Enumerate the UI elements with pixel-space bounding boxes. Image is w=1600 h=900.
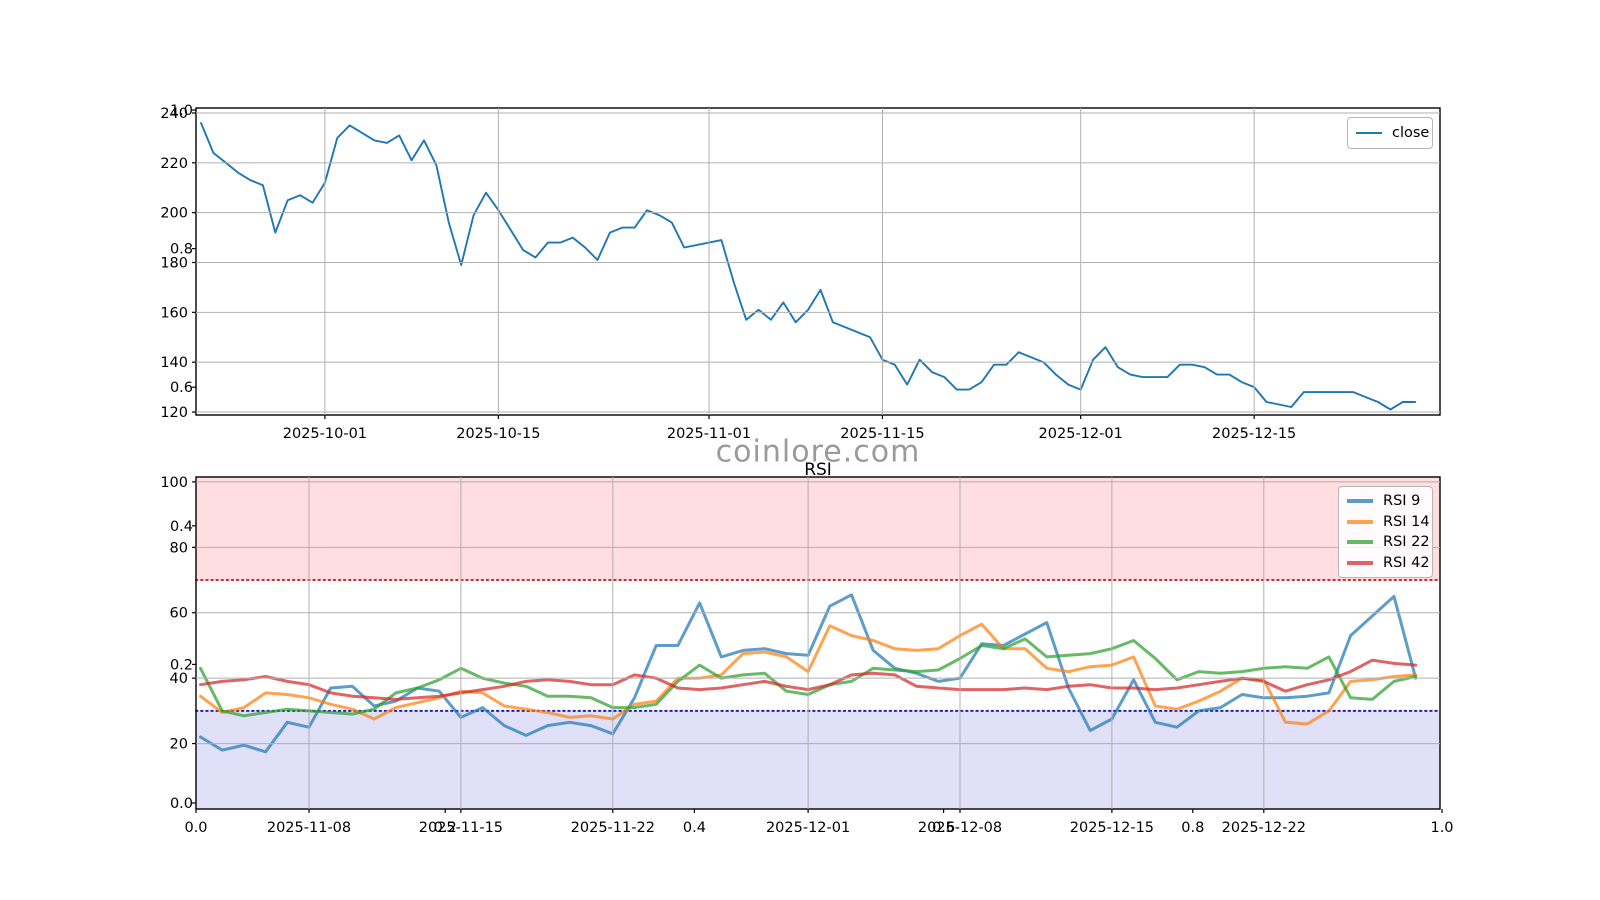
price-panel: [195, 107, 1441, 416]
legend-label-rsi42: RSI 42: [1383, 554, 1430, 571]
svg-text:0.8: 0.8: [170, 242, 193, 258]
legend-label-rsi14: RSI 14: [1383, 513, 1430, 530]
price-panel-spines: [195, 107, 1441, 416]
svg-text:80: 80: [170, 540, 188, 556]
svg-text:140: 140: [160, 355, 188, 371]
svg-text:0.6: 0.6: [932, 820, 955, 836]
legend-item-rsi9: RSI 9: [1347, 491, 1424, 512]
svg-text:2025-10-01: 2025-10-01: [283, 426, 367, 442]
svg-text:2025-11-15: 2025-11-15: [840, 426, 924, 442]
svg-text:2025-12-15: 2025-12-15: [1212, 426, 1296, 442]
rsi14-line-swatch: [1347, 519, 1373, 524]
svg-text:2025-10-15: 2025-10-15: [456, 426, 540, 442]
svg-text:240: 240: [160, 106, 188, 122]
svg-text:0.0: 0.0: [170, 796, 193, 812]
svg-text:20: 20: [170, 737, 188, 753]
svg-text:0.2: 0.2: [434, 820, 457, 836]
legend-item-rsi22: RSI 22: [1347, 532, 1430, 553]
svg-text:0.0: 0.0: [184, 820, 207, 836]
overbought-band: [196, 477, 1440, 581]
svg-text:2025-11-08: 2025-11-08: [267, 820, 351, 836]
svg-text:0.4: 0.4: [170, 519, 193, 535]
svg-text:2025-12-08: 2025-12-08: [918, 820, 1002, 836]
rsi-legend: RSI 9 RSI 14 RSI 22 RSI 42: [1338, 486, 1433, 578]
svg-text:60: 60: [170, 606, 188, 622]
legend-label-close: close: [1392, 124, 1430, 141]
svg-text:2025-12-22: 2025-12-22: [1222, 820, 1306, 836]
rsi-panel-tick-labels: 100 80 60 40 20 2025-11-08 2025-11-15 2025-11-2…: [160, 475, 1306, 836]
svg-text:220: 220: [160, 156, 188, 172]
svg-text:0.6: 0.6: [170, 380, 193, 396]
price-legend: close: [1347, 117, 1433, 149]
svg-text:0.2: 0.2: [170, 657, 193, 673]
rsi-panel-gridlines: [196, 477, 1440, 809]
legend-item-rsi42: RSI 42: [1347, 553, 1430, 574]
svg-text:0.4: 0.4: [683, 820, 706, 836]
legend-item-close: close: [1356, 123, 1429, 144]
svg-text:2025-11-22: 2025-11-22: [571, 820, 655, 836]
close-line-swatch: [1356, 131, 1382, 135]
svg-text:100: 100: [160, 475, 188, 491]
svg-text:2025-12-15: 2025-12-15: [1070, 820, 1154, 836]
svg-text:1.0: 1.0: [170, 103, 193, 119]
rsi9-line-swatch: [1347, 499, 1373, 504]
price-panel-gridlines: [196, 108, 1440, 415]
overlay-axis-labels: 1.0 0.8 0.6 0.4 0.2 0.0 0.0 0.2 0.4 0.6 0.8 1.0: [170, 103, 1454, 836]
rsi-panel: [195, 476, 1441, 810]
svg-text:2025-12-01: 2025-12-01: [1039, 426, 1123, 442]
rsi-panel-title: RSI: [804, 460, 832, 480]
rsi42-line-swatch: [1347, 560, 1373, 565]
svg-text:120: 120: [160, 405, 188, 421]
svg-text:2025-12-01: 2025-12-01: [766, 820, 850, 836]
watermark: coinlore.com: [715, 434, 921, 470]
rsi22-line-swatch: [1347, 540, 1373, 545]
legend-label-rsi9: RSI 9: [1383, 493, 1421, 509]
svg-text:40: 40: [170, 671, 188, 687]
svg-text:2025-11-15: 2025-11-15: [419, 820, 503, 836]
svg-text:1.0: 1.0: [1430, 820, 1453, 836]
svg-text:160: 160: [160, 305, 188, 321]
price-panel-tick-labels: 240 220 200 180 160 140 120 2025-10-01 2025-10-1…: [160, 106, 1296, 442]
legend-item-rsi14: RSI 14: [1347, 512, 1430, 533]
price-panel-line-close: [200, 122, 1417, 411]
svg-text:200: 200: [160, 206, 188, 222]
legend-label-rsi22: RSI 22: [1383, 534, 1430, 550]
svg-text:180: 180: [160, 255, 188, 271]
svg-text:0.8: 0.8: [1181, 820, 1204, 836]
svg-text:2025-11-01: 2025-11-01: [667, 426, 751, 442]
rsi-panel-spines: [195, 476, 1441, 810]
oversold-band: [196, 710, 1440, 809]
